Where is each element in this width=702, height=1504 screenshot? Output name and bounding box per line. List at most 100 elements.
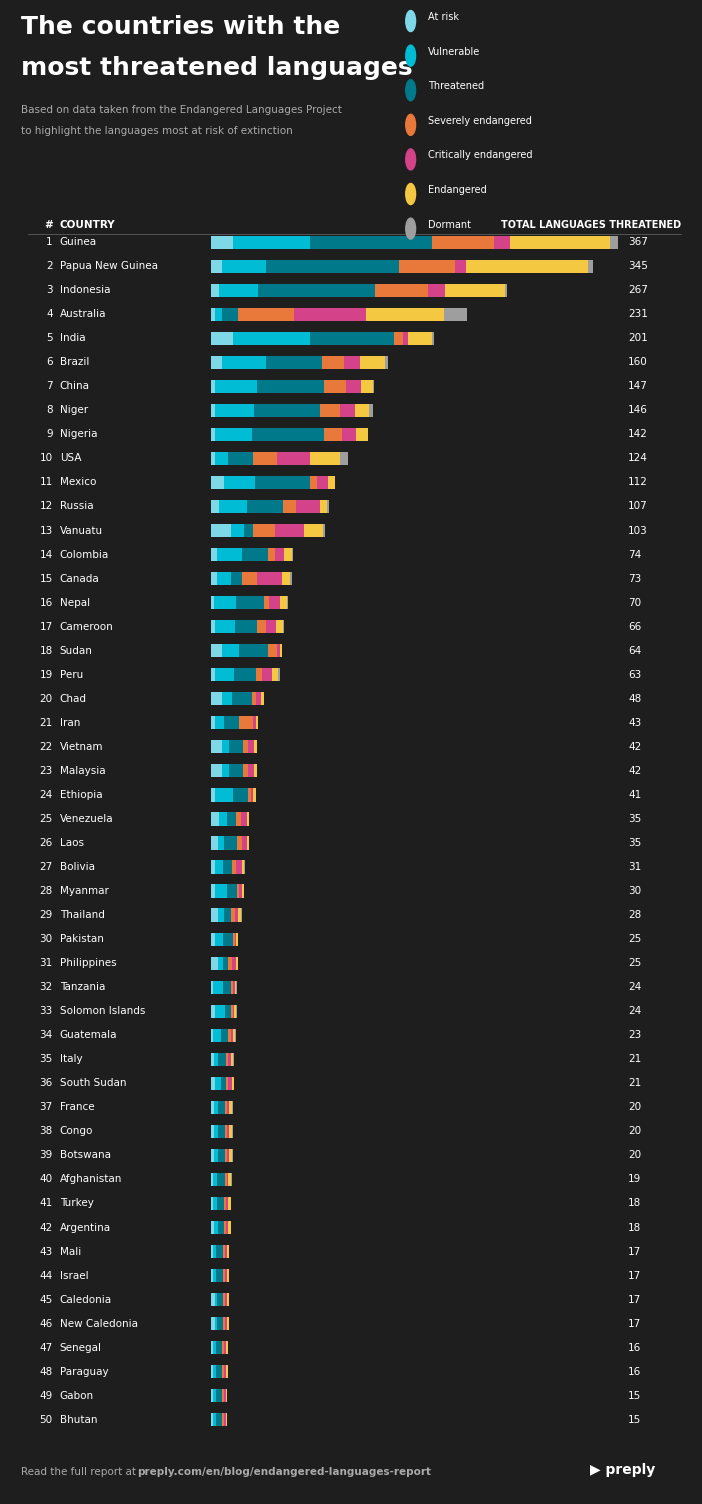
Bar [362,379,373,393]
Text: Turkey: Turkey [60,1199,93,1209]
Text: 41: 41 [39,1199,53,1209]
Text: 25: 25 [39,814,53,824]
Text: Chad: Chad [60,693,86,704]
Bar [241,547,268,561]
Bar [329,475,335,489]
Bar [211,860,215,874]
Text: 18: 18 [628,1199,642,1209]
Bar [239,644,268,657]
Bar [241,860,244,874]
Bar [237,884,239,898]
Text: Bhutan: Bhutan [60,1415,97,1424]
Text: Nigeria: Nigeria [60,429,97,439]
Text: New Caledonia: New Caledonia [60,1319,138,1328]
Text: 28: 28 [39,886,53,896]
Bar [230,1173,232,1187]
Bar [211,1293,215,1307]
Text: 6: 6 [46,358,53,367]
Text: Canada: Canada [60,573,100,584]
Bar [257,379,324,393]
Bar [264,596,270,609]
Text: At risk: At risk [428,12,459,23]
Text: Paraguay: Paraguay [60,1367,108,1376]
Bar [232,860,236,874]
Bar [215,932,223,946]
Bar [356,427,368,441]
Text: Tanzania: Tanzania [60,982,105,993]
Bar [399,260,455,272]
Text: 40: 40 [39,1175,53,1185]
Bar [211,812,220,826]
Bar [228,1221,230,1235]
Text: 20: 20 [628,1102,642,1113]
Bar [232,1149,233,1163]
Bar [277,644,281,657]
Bar [249,788,251,802]
Text: 7: 7 [46,382,53,391]
Bar [211,1197,213,1211]
Bar [215,1318,217,1330]
Bar [211,932,215,946]
Text: 9: 9 [46,429,53,439]
Text: 160: 160 [628,358,648,367]
Bar [262,668,272,681]
Bar [310,451,340,465]
Text: 47: 47 [39,1343,53,1352]
Bar [225,1125,227,1139]
Bar [211,284,220,296]
Text: Papua New Guinea: Papua New Guinea [60,262,158,271]
Bar [230,572,241,585]
Bar [211,451,215,465]
Text: Peru: Peru [60,669,83,680]
Text: Myanmar: Myanmar [60,886,109,896]
Bar [237,836,241,850]
Bar [222,764,230,778]
Bar [249,764,254,778]
Bar [588,260,593,272]
Bar [215,379,257,393]
Bar [284,547,291,561]
Text: 70: 70 [628,597,642,608]
Bar [215,668,234,681]
Text: 146: 146 [628,406,648,415]
Text: preply.com/en/blog/endangered-languages-report: preply.com/en/blog/endangered-languages-… [137,1466,431,1477]
Bar [494,236,510,248]
Bar [224,475,255,489]
Text: ▶ preply: ▶ preply [590,1463,655,1477]
Bar [222,308,239,320]
Text: Vietnam: Vietnam [60,741,103,752]
Bar [211,1245,213,1259]
Bar [256,716,258,729]
Bar [220,284,258,296]
Bar [214,1125,218,1139]
Bar [239,884,241,898]
Text: 27: 27 [39,862,53,872]
Bar [217,1293,223,1307]
Bar [241,884,244,898]
Text: 24: 24 [628,1006,642,1017]
Bar [211,1342,213,1354]
Text: 36: 36 [39,1078,53,1089]
Bar [211,957,218,970]
Bar [211,332,233,344]
Text: 29: 29 [39,910,53,920]
Text: 41: 41 [628,790,642,800]
Bar [211,236,233,248]
Bar [444,284,505,296]
Bar [322,355,344,368]
Bar [233,1029,235,1042]
Text: 23: 23 [628,1030,642,1041]
Text: 11: 11 [39,477,53,487]
Bar [215,788,233,802]
Bar [276,620,283,633]
Bar [227,1318,230,1330]
Text: most threatened languages: most threatened languages [21,56,413,80]
Text: #: # [44,220,53,230]
Bar [232,957,236,970]
Bar [216,1269,223,1283]
Bar [346,379,362,393]
Bar [211,1414,213,1426]
Bar [215,427,251,441]
Bar [220,1029,228,1042]
Bar [211,716,215,729]
